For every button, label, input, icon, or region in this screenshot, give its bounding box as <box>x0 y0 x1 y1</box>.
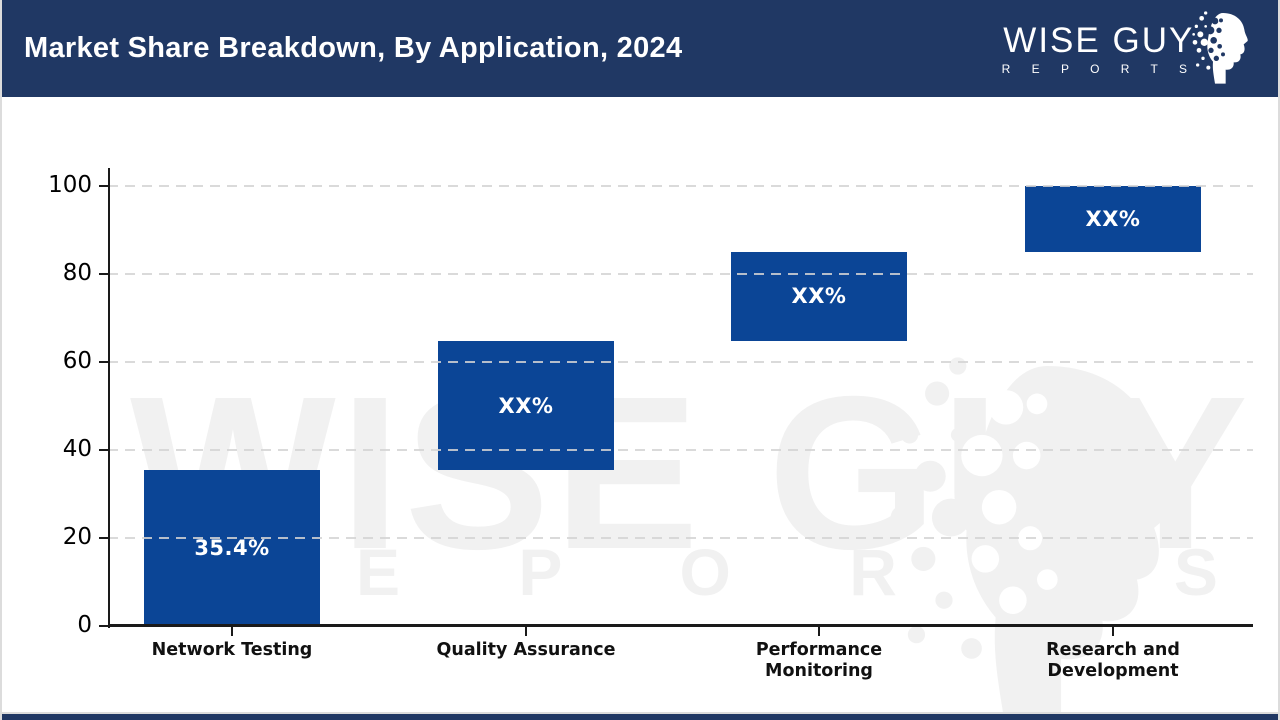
y-axis-tick-label: 20 <box>62 524 92 550</box>
waterfall-bar: XX% <box>731 252 907 341</box>
y-axis-tick <box>99 449 108 451</box>
y-axis-tick-label: 100 <box>48 172 92 198</box>
logo-text: WISE GUY R E P O R T S <box>1002 23 1196 75</box>
gridline <box>108 273 1253 275</box>
y-axis-tick-label: 40 <box>62 436 92 462</box>
bar-value-label: XX% <box>1085 207 1141 231</box>
waterfall-bar: XX% <box>1025 186 1201 252</box>
y-axis-line <box>108 168 110 628</box>
watermark-face-icon <box>888 357 1176 720</box>
logo-wordmark: WISE GUY <box>1003 20 1195 60</box>
x-axis-tick <box>525 627 527 636</box>
gridline <box>108 537 1253 539</box>
x-axis-tick <box>1112 627 1114 636</box>
x-axis-tick <box>818 627 820 636</box>
y-axis-tick <box>99 361 108 363</box>
bar-value-label: XX% <box>498 393 554 418</box>
y-axis-tick <box>99 273 108 275</box>
wise-guy-face-icon <box>1192 10 1248 84</box>
y-axis-tick-label: 80 <box>62 260 92 286</box>
header: Market Share Breakdown, By Application, … <box>2 0 1278 97</box>
y-axis-tick-label: 0 <box>77 612 92 638</box>
bar-value-label: 35.4% <box>194 536 270 561</box>
x-axis-category-label: Performance Monitoring <box>755 640 883 681</box>
y-axis-tick-label: 60 <box>62 348 92 374</box>
x-axis-category-label: Quality Assurance <box>436 640 616 660</box>
page-title: Market Share Breakdown, By Application, … <box>24 32 683 64</box>
footer-bar <box>2 712 1278 720</box>
x-axis-category-label: Research and Development <box>1046 640 1180 681</box>
wise-guy-logo: WISE GUY R E P O R T S <box>1002 9 1252 89</box>
y-axis-tick <box>99 625 108 627</box>
y-axis-tick <box>99 537 108 539</box>
x-axis-category-label: Network Testing <box>151 640 313 660</box>
gridline <box>108 185 1253 187</box>
x-axis-tick <box>231 627 233 636</box>
waterfall-bar: 35.4% <box>144 470 320 626</box>
bar-value-label: XX% <box>791 284 847 309</box>
gridline <box>108 361 1253 363</box>
waterfall-chart: 0 20 40 60 80 100 35.4% XX% XX% XX% Network Testin… <box>2 97 1278 714</box>
gridline <box>108 449 1253 451</box>
x-axis-line <box>108 624 1253 627</box>
y-axis-tick <box>99 185 108 187</box>
chart-area: WISE GUY R E P O R T S 0 20 40 60 80 100 35.4%… <box>2 97 1278 720</box>
logo-subtitle: R E P O R T S <box>1001 61 1196 76</box>
